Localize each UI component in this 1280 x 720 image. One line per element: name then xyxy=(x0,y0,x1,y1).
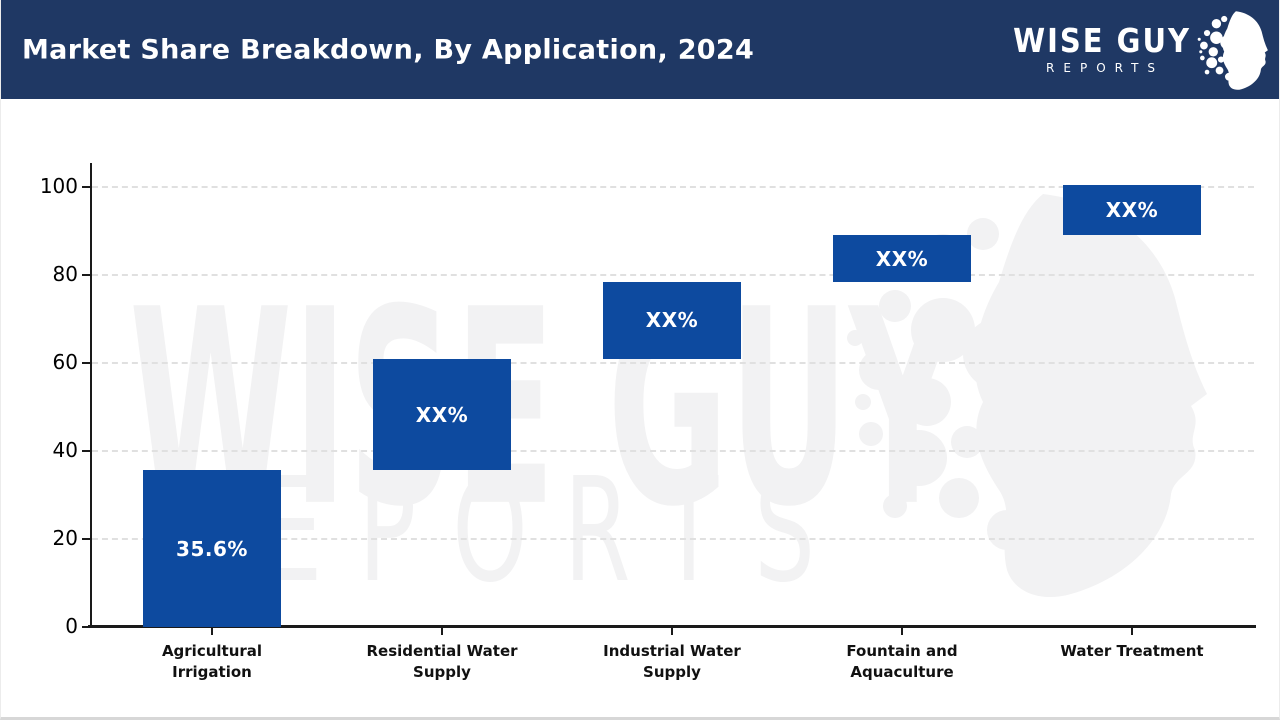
gridline-y-20 xyxy=(92,538,1254,540)
y-axis-tick-20 xyxy=(82,538,90,540)
bar-value-label: XX% xyxy=(1105,198,1159,223)
x-axis-tick-industrial-water-supply xyxy=(671,628,673,635)
y-axis-tick-60 xyxy=(82,362,90,364)
bar-value-label: 35.6% xyxy=(176,536,248,561)
bar-residential-water-supply: XX% xyxy=(373,358,511,471)
category-label-fountain-and-aquaculture: Fountain and Aquaculture xyxy=(792,641,1012,683)
wise-guy-reports-logo: WISE GUY REPORTS xyxy=(1013,0,1271,99)
y-axis-tick-100 xyxy=(82,186,90,188)
chart-plot-area: 0 20 40 60 80 100 35.6% Agricultural Irrigation X… xyxy=(40,163,1256,681)
x-axis-tick-agricultural-irrigation xyxy=(211,628,213,635)
bar-industrial-water-supply: XX% xyxy=(603,281,741,359)
category-label-line: Residential Water xyxy=(366,642,518,660)
y-axis-line xyxy=(90,163,92,627)
bar-value-label: XX% xyxy=(415,402,469,427)
category-label-agricultural-irrigation: Agricultural Irrigation xyxy=(102,641,322,683)
category-label-line: Fountain and xyxy=(846,642,958,660)
watermark-face-icon xyxy=(847,194,1207,597)
y-axis-tick-40 xyxy=(82,450,90,452)
x-axis-tick-fountain-and-aquaculture xyxy=(901,628,903,635)
y-tick-label-20: 20 xyxy=(52,526,78,550)
logo-text: WISE GUY REPORTS xyxy=(1013,21,1191,75)
page-title: Market Share Breakdown, By Application, … xyxy=(22,34,755,65)
category-label-water-treatment: Water Treatment xyxy=(1022,641,1242,662)
y-tick-label-40: 40 xyxy=(52,438,78,462)
gridline-y-40 xyxy=(92,450,1254,452)
x-axis-tick-residential-water-supply xyxy=(441,628,443,635)
x-axis-line xyxy=(88,625,1256,628)
y-tick-label-60: 60 xyxy=(52,350,78,374)
logo-wiseguy-label: WISE GUY xyxy=(1013,21,1191,61)
category-label-line: Supply xyxy=(413,663,471,681)
gridline-y-60 xyxy=(92,362,1254,364)
x-axis-tick-water-treatment xyxy=(1131,628,1133,635)
y-axis-tick-0 xyxy=(82,626,90,628)
bar-agricultural-irrigation: 35.6% xyxy=(143,470,281,627)
logo-reports-label: REPORTS xyxy=(1046,61,1165,75)
category-label-residential-water-supply: Residential Water Supply xyxy=(332,641,552,683)
bar-water-treatment: XX% xyxy=(1063,184,1201,236)
category-label-line: Industrial Water xyxy=(603,642,741,660)
category-label-line: Agricultural xyxy=(161,642,263,660)
category-label-line: Water Treatment xyxy=(1060,642,1204,660)
category-label-industrial-water-supply: Industrial Water Supply xyxy=(562,641,782,683)
y-tick-label-100: 100 xyxy=(39,174,78,198)
y-tick-label-80: 80 xyxy=(52,262,78,286)
header-bar: Market Share Breakdown, By Application, … xyxy=(1,0,1279,99)
category-label-line: Irrigation xyxy=(172,663,252,681)
logo-face-icon xyxy=(1197,10,1268,90)
gridline-y-80 xyxy=(92,274,1254,276)
category-label-line: Supply xyxy=(643,663,701,681)
y-axis-tick-80 xyxy=(82,274,90,276)
category-label-line: Aquaculture xyxy=(850,663,954,681)
bar-value-label: XX% xyxy=(645,308,699,333)
bar-fountain-and-aquaculture: XX% xyxy=(833,235,971,282)
gridline-y-100 xyxy=(92,186,1254,188)
bar-value-label: XX% xyxy=(875,246,929,271)
y-tick-label-0: 0 xyxy=(65,614,78,638)
